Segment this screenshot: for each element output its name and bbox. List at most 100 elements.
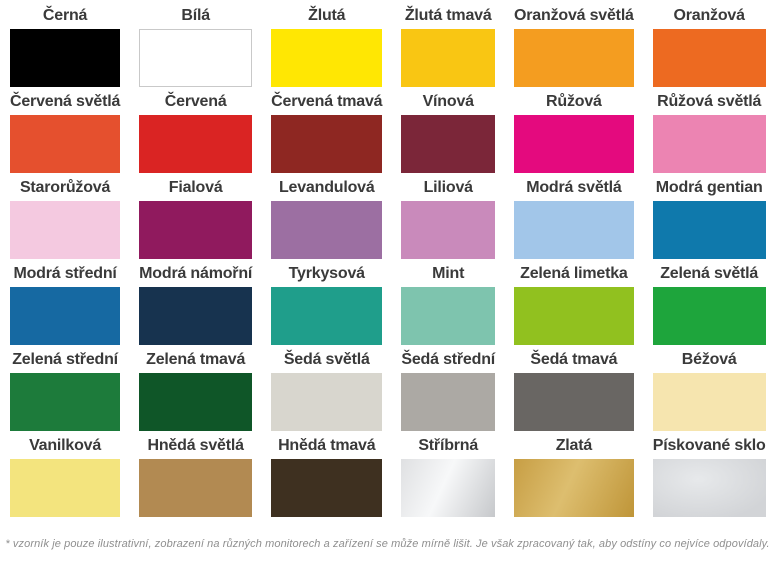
swatch-label: Levandulová	[278, 179, 375, 196]
swatch-label: Modrá námořní	[139, 265, 253, 282]
swatch-cell: Tyrkysová	[271, 264, 383, 345]
swatch-label: Tyrkysová	[288, 265, 365, 282]
color-swatch	[514, 287, 634, 345]
swatch-cell: Vínová	[401, 92, 496, 173]
color-swatch	[271, 459, 383, 517]
swatch-cell: Béžová	[652, 350, 766, 431]
swatch-cell: Hnědá tmavá	[271, 436, 383, 517]
color-swatch	[514, 459, 634, 517]
color-swatch	[514, 115, 634, 173]
swatch-cell: Bílá	[139, 6, 253, 87]
swatch-label: Šedá světlá	[283, 351, 370, 368]
swatch-label: Fialová	[168, 179, 223, 196]
swatch-cell: Oranžová	[652, 6, 766, 87]
swatch-label: Vínová	[422, 93, 474, 110]
swatch-label: Hnědá světlá	[147, 437, 245, 454]
swatch-cell: Žlutá	[271, 6, 383, 87]
swatch-label: Červená tmavá	[271, 93, 383, 110]
color-swatch	[401, 201, 496, 259]
color-swatch	[652, 287, 766, 345]
swatch-label: Stříbrná	[418, 437, 479, 454]
swatch-label: Béžová	[681, 351, 737, 368]
color-swatch	[401, 373, 496, 431]
swatch-cell: Zelená limetka	[514, 264, 634, 345]
swatch-cell: Fialová	[139, 178, 253, 259]
swatch-cell: Modrá světlá	[514, 178, 634, 259]
swatch-label: Zelená světlá	[660, 265, 759, 282]
color-swatch	[401, 459, 496, 517]
color-swatch	[139, 115, 253, 173]
swatch-label: Zelená limetka	[520, 265, 628, 282]
swatch-cell: Červená tmavá	[271, 92, 383, 173]
swatch-cell: Zelená střední	[10, 350, 121, 431]
color-swatch	[139, 29, 253, 87]
color-swatch	[139, 459, 253, 517]
color-swatch	[10, 29, 121, 87]
swatch-cell: Zelená tmavá	[139, 350, 253, 431]
swatch-label: Bílá	[181, 7, 210, 24]
swatch-cell: Žlutá tmavá	[401, 6, 496, 87]
color-swatch	[139, 373, 253, 431]
swatch-cell: Hnědá světlá	[139, 436, 253, 517]
swatch-label: Hnědá tmavá	[278, 437, 376, 454]
color-swatch	[10, 373, 121, 431]
swatch-label: Růžová světlá	[657, 93, 762, 110]
color-swatch	[271, 373, 383, 431]
color-swatch	[401, 29, 496, 87]
color-swatch	[652, 29, 766, 87]
swatch-label: Oranžová	[673, 7, 746, 24]
swatch-label: Zelená tmavá	[146, 351, 246, 368]
color-swatch	[10, 287, 121, 345]
swatch-cell: Zlatá	[514, 436, 634, 517]
color-swatch	[652, 201, 766, 259]
swatch-label: Šedá střední	[401, 351, 496, 368]
swatch-cell: Šedá světlá	[271, 350, 383, 431]
swatch-label: Modrá gentian	[655, 179, 763, 196]
color-swatch	[401, 115, 496, 173]
color-swatch	[139, 201, 253, 259]
color-swatch	[652, 115, 766, 173]
swatch-cell: Šedá tmavá	[514, 350, 634, 431]
swatch-label: Červená světlá	[10, 93, 121, 110]
swatch-cell: Červená	[139, 92, 253, 173]
swatch-cell: Modrá gentian	[652, 178, 766, 259]
swatch-label: Pískované sklo	[652, 437, 766, 454]
swatch-cell: Červená světlá	[10, 92, 120, 173]
swatch-cell: Pískované sklo	[652, 436, 766, 517]
swatch-label: Černá	[42, 7, 88, 24]
color-swatch	[514, 373, 634, 431]
swatch-label: Žlutá tmavá	[404, 7, 492, 24]
swatch-cell: Starorůžová	[10, 178, 121, 259]
swatch-label: Oranžová světlá	[514, 7, 634, 24]
swatch-cell: Modrá střední	[10, 264, 121, 345]
swatch-label: Vanilková	[29, 437, 102, 454]
swatch-cell: Liliová	[401, 178, 496, 259]
color-swatch	[10, 459, 121, 517]
swatch-label: Starorůžová	[19, 179, 111, 196]
swatch-cell: Šedá střední	[401, 350, 495, 431]
color-swatch	[10, 115, 121, 173]
swatch-label: Zelená střední	[12, 351, 118, 368]
color-swatch	[652, 459, 766, 517]
color-grid: Černá Bílá Žlutá Žlutá tmavá Oranžová sv…	[10, 6, 766, 517]
swatch-cell: Stříbrná	[401, 436, 496, 517]
color-swatch	[271, 29, 383, 87]
swatch-label: Žlutá	[308, 7, 346, 24]
swatch-cell: Mint	[401, 264, 496, 345]
swatch-cell: Vanilková	[10, 436, 121, 517]
swatch-label: Modrá střední	[13, 265, 117, 282]
color-swatch	[271, 287, 383, 345]
swatch-label: Liliová	[423, 179, 473, 196]
color-swatch	[139, 287, 253, 345]
swatch-cell: Oranžová světlá	[514, 6, 634, 87]
swatch-label: Červená	[164, 93, 227, 110]
color-swatch	[271, 115, 383, 173]
color-swatch	[401, 287, 496, 345]
swatch-cell: Zelená světlá	[652, 264, 766, 345]
color-swatch	[10, 201, 121, 259]
swatch-cell: Růžová	[514, 92, 634, 173]
swatch-cell: Růžová světlá	[652, 92, 766, 173]
swatch-cell: Levandulová	[271, 178, 383, 259]
swatch-cell: Černá	[10, 6, 121, 87]
color-swatch	[514, 201, 634, 259]
